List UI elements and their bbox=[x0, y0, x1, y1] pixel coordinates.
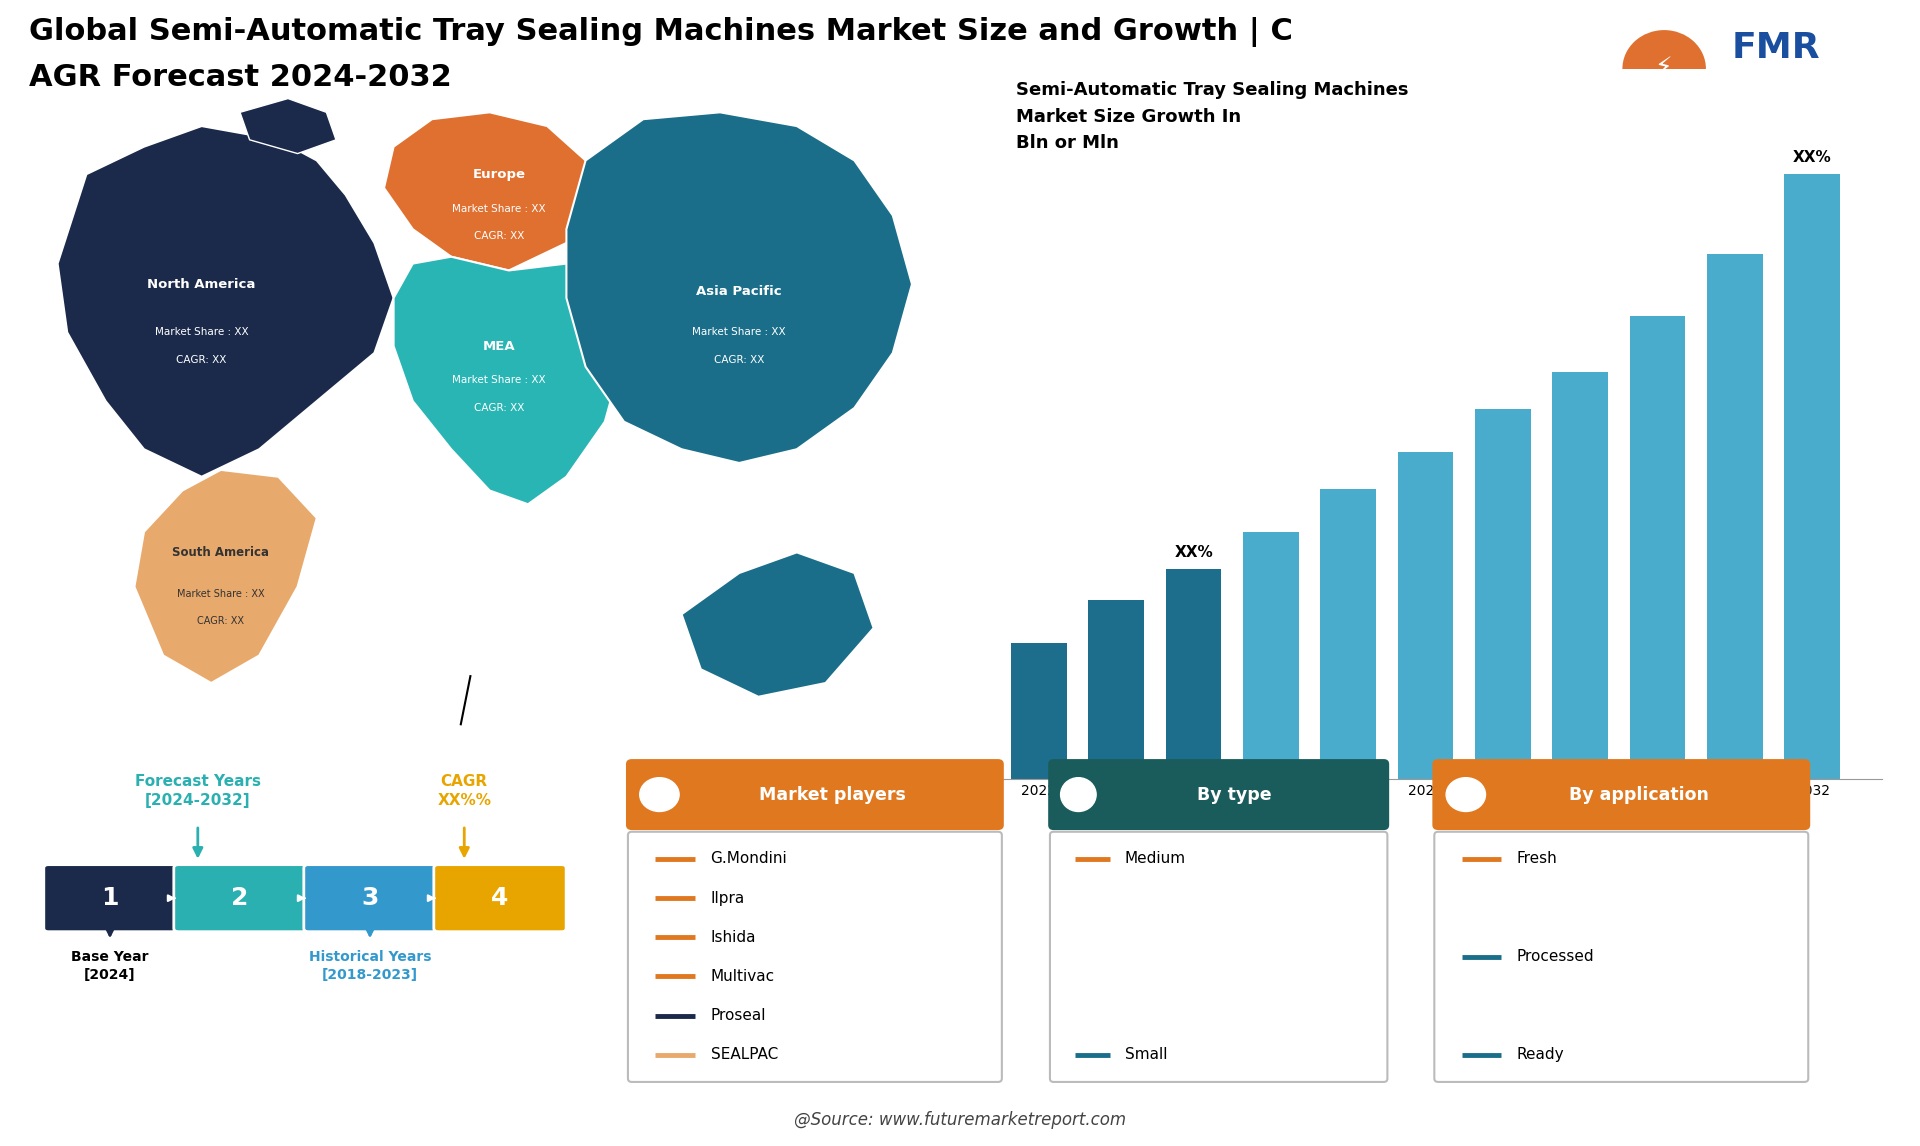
FancyBboxPatch shape bbox=[1048, 759, 1390, 830]
Text: Proseal: Proseal bbox=[710, 1008, 766, 1023]
Text: AGR Forecast 2024-2032: AGR Forecast 2024-2032 bbox=[29, 63, 451, 92]
Text: Multivac: Multivac bbox=[710, 970, 774, 984]
Polygon shape bbox=[384, 112, 605, 270]
Polygon shape bbox=[682, 552, 874, 697]
Bar bbox=[1475, 409, 1530, 779]
Polygon shape bbox=[134, 470, 317, 683]
Polygon shape bbox=[566, 112, 912, 463]
Text: Processed: Processed bbox=[1517, 949, 1596, 964]
Polygon shape bbox=[58, 126, 394, 477]
Text: By type: By type bbox=[1198, 785, 1271, 803]
FancyBboxPatch shape bbox=[628, 832, 1002, 1082]
Text: Medium: Medium bbox=[1125, 851, 1187, 866]
FancyBboxPatch shape bbox=[1050, 832, 1388, 1082]
Bar bbox=[1784, 174, 1839, 779]
Text: @Source: www.futuremarketreport.com: @Source: www.futuremarketreport.com bbox=[795, 1110, 1125, 1129]
Text: Market players: Market players bbox=[758, 785, 906, 803]
Text: Europe: Europe bbox=[472, 167, 526, 181]
Text: Base Year
[2024]: Base Year [2024] bbox=[71, 950, 148, 982]
FancyBboxPatch shape bbox=[1434, 832, 1809, 1082]
FancyBboxPatch shape bbox=[626, 759, 1004, 830]
FancyBboxPatch shape bbox=[434, 865, 566, 932]
Bar bbox=[1630, 316, 1686, 779]
Bar bbox=[1707, 254, 1763, 779]
Text: FMR: FMR bbox=[1732, 31, 1820, 65]
Text: Fresh: Fresh bbox=[1517, 851, 1557, 866]
Bar bbox=[1321, 489, 1377, 779]
Text: Ready: Ready bbox=[1517, 1047, 1565, 1062]
Text: MEA: MEA bbox=[484, 339, 515, 353]
Text: Market Share : XX: Market Share : XX bbox=[156, 328, 248, 337]
Text: North America: North America bbox=[148, 277, 255, 291]
Text: XX%: XX% bbox=[1793, 149, 1832, 165]
Polygon shape bbox=[394, 257, 624, 504]
Text: Small: Small bbox=[1125, 1047, 1167, 1062]
Text: By application: By application bbox=[1569, 785, 1709, 803]
Text: South America: South America bbox=[173, 545, 269, 559]
Text: SEALPAC: SEALPAC bbox=[710, 1047, 778, 1062]
Text: CAGR: XX: CAGR: XX bbox=[474, 231, 524, 241]
Bar bbox=[1242, 532, 1298, 779]
Text: Global Semi-Automatic Tray Sealing Machines Market Size and Growth | C: Global Semi-Automatic Tray Sealing Machi… bbox=[29, 17, 1292, 47]
Bar bbox=[1553, 371, 1609, 779]
Text: CAGR: XX: CAGR: XX bbox=[474, 403, 524, 413]
Text: Historical Years
[2018-2023]: Historical Years [2018-2023] bbox=[309, 950, 432, 982]
Text: CAGR: XX: CAGR: XX bbox=[177, 355, 227, 364]
Text: 2: 2 bbox=[230, 886, 250, 910]
Text: Ilpra: Ilpra bbox=[710, 890, 745, 905]
Text: Market Share : XX: Market Share : XX bbox=[177, 589, 265, 598]
Polygon shape bbox=[240, 99, 336, 154]
Circle shape bbox=[1060, 778, 1096, 811]
Text: 1: 1 bbox=[102, 886, 119, 910]
Text: Ishida: Ishida bbox=[710, 929, 756, 944]
Text: Market Share : XX: Market Share : XX bbox=[453, 204, 545, 213]
Text: Market Share : XX: Market Share : XX bbox=[693, 328, 785, 337]
Text: FUTURE MARKET REPORT: FUTURE MARKET REPORT bbox=[1701, 85, 1849, 94]
Circle shape bbox=[1622, 30, 1705, 108]
Text: Semi-Automatic Tray Sealing Machines
Market Size Growth In
Bln or Mln: Semi-Automatic Tray Sealing Machines Mar… bbox=[1016, 81, 1407, 152]
Text: Market Share : XX: Market Share : XX bbox=[453, 376, 545, 385]
Bar bbox=[1012, 643, 1068, 779]
Text: CAGR: XX: CAGR: XX bbox=[714, 355, 764, 364]
Circle shape bbox=[1446, 778, 1486, 811]
FancyBboxPatch shape bbox=[1432, 759, 1811, 830]
Text: 3: 3 bbox=[361, 886, 378, 910]
Text: Asia Pacific: Asia Pacific bbox=[697, 284, 781, 298]
FancyBboxPatch shape bbox=[44, 865, 177, 932]
Text: Forecast Years
[2024-2032]: Forecast Years [2024-2032] bbox=[134, 774, 261, 808]
Bar bbox=[1398, 452, 1453, 779]
Text: XX%: XX% bbox=[1175, 545, 1213, 560]
Text: ⚡: ⚡ bbox=[1655, 57, 1672, 80]
Text: CAGR: XX: CAGR: XX bbox=[198, 617, 244, 626]
FancyBboxPatch shape bbox=[175, 865, 305, 932]
Text: G.Mondini: G.Mondini bbox=[710, 851, 787, 866]
Text: 4: 4 bbox=[492, 886, 509, 910]
Bar bbox=[1165, 570, 1221, 779]
Bar bbox=[1089, 601, 1144, 779]
Circle shape bbox=[639, 778, 680, 811]
Text: CAGR
XX%%: CAGR XX%% bbox=[438, 774, 492, 808]
FancyBboxPatch shape bbox=[303, 865, 436, 932]
